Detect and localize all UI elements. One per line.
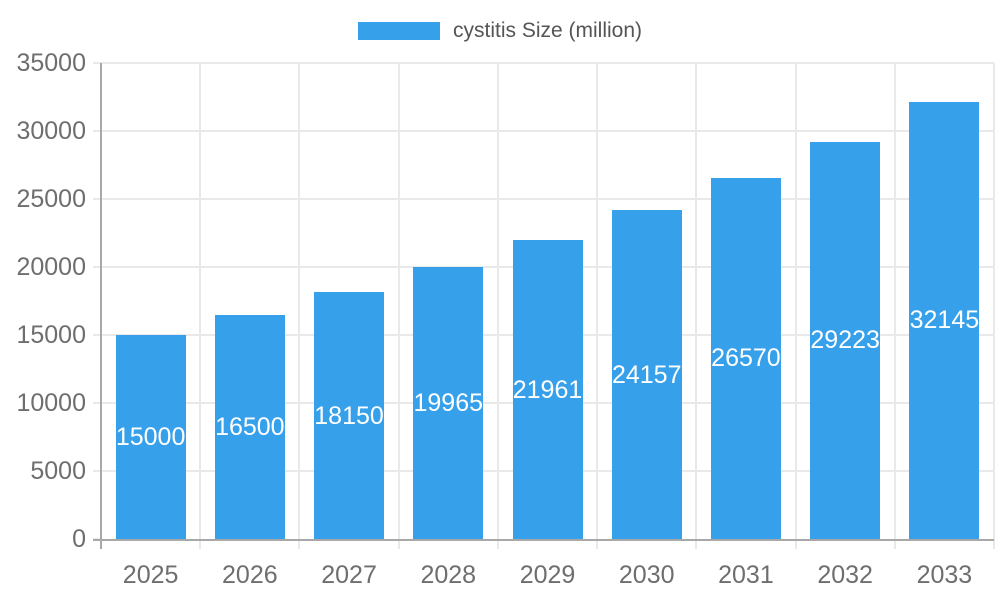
bar-2031[interactable] [710, 177, 781, 539]
bar-2033[interactable] [909, 101, 980, 539]
y-axis-line [100, 63, 102, 549]
v-gridline [496, 63, 499, 549]
bar-value-label: 32145 [909, 306, 980, 335]
bar-value-label: 18150 [314, 401, 384, 430]
bar-2030[interactable] [611, 210, 682, 539]
bar-value-label: 21961 [512, 375, 583, 404]
bar-value-label: 15000 [115, 423, 186, 451]
bar-value-label: 19965 [413, 389, 484, 418]
v-gridline [794, 63, 797, 549]
v-gridline [298, 63, 301, 549]
bar-2027[interactable] [314, 292, 385, 539]
bar-2026[interactable] [214, 314, 285, 539]
x-tick-label: 2033 [916, 561, 973, 589]
x-tick-label: 2029 [519, 561, 576, 589]
x-tick-label: 2025 [122, 561, 179, 589]
bar-2025[interactable] [115, 335, 186, 539]
y-tick-label: 30000 [16, 117, 86, 145]
v-gridline [199, 63, 202, 549]
v-gridline [993, 63, 995, 549]
x-tick-label: 2031 [718, 561, 774, 589]
bar-value-label: 16500 [215, 412, 285, 441]
v-gridline [596, 63, 599, 549]
x-tick-label: 2026 [222, 561, 278, 589]
h-gridline [93, 62, 994, 64]
bar-2029[interactable] [512, 240, 583, 539]
h-gridline [93, 130, 994, 132]
h-gridline [93, 198, 994, 200]
bar-value-label: 29223 [810, 326, 880, 355]
x-tick-label: 2027 [321, 561, 377, 589]
y-tick-label: 10000 [16, 389, 86, 417]
v-gridline [397, 63, 400, 549]
legend-swatch [357, 22, 440, 40]
x-tick-label: 2030 [618, 561, 675, 589]
y-tick-label: 20000 [16, 253, 86, 281]
x-tick-label: 2032 [817, 561, 873, 589]
v-gridline [893, 63, 896, 549]
y-tick-label: 25000 [16, 185, 86, 213]
bar-value-label: 24157 [611, 360, 682, 389]
v-gridline [695, 63, 698, 549]
y-tick-label: 5000 [30, 457, 86, 485]
chart-legend[interactable]: cystitis Size (million) [0, 17, 1000, 45]
bar-value-label: 26570 [711, 344, 781, 373]
legend-label: cystitis Size (million) [452, 19, 643, 42]
y-tick-label: 35000 [16, 49, 86, 77]
x-tick-label: 2028 [420, 561, 477, 589]
y-tick-label: 15000 [16, 321, 86, 349]
bar-2032[interactable] [810, 141, 881, 539]
y-tick-label: 0 [72, 525, 86, 553]
x-axis-line [93, 539, 994, 541]
bar-2028[interactable] [413, 267, 484, 539]
